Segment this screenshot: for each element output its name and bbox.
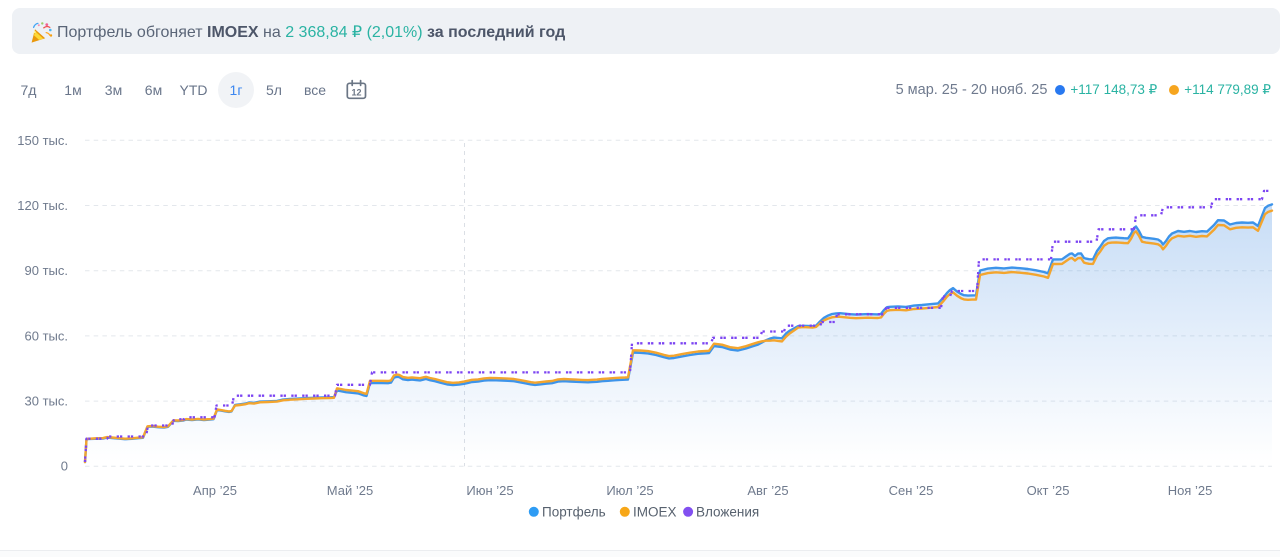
svg-text:150 тыс.: 150 тыс. — [17, 133, 68, 148]
svg-text:Авг ’25: Авг ’25 — [747, 483, 788, 498]
svg-text:60 тыс.: 60 тыс. — [25, 328, 68, 343]
svg-text:0: 0 — [61, 459, 68, 474]
svg-text:Вложения: Вложения — [696, 505, 759, 520]
svg-text:Ноя ’25: Ноя ’25 — [1168, 483, 1213, 498]
svg-text:Июл ’25: Июл ’25 — [606, 483, 653, 498]
svg-text:12: 12 — [351, 87, 361, 97]
svg-text:Портфель: Портфель — [542, 505, 606, 520]
svg-text:Апр ’25: Апр ’25 — [193, 483, 237, 498]
svg-text:30 тыс.: 30 тыс. — [25, 394, 68, 409]
svg-text:120 тыс.: 120 тыс. — [17, 198, 68, 213]
svg-text:Июн ’25: Июн ’25 — [466, 483, 513, 498]
svg-text:Май ’25: Май ’25 — [327, 483, 373, 498]
svg-text:90 тыс.: 90 тыс. — [25, 263, 68, 278]
svg-text:Сен ’25: Сен ’25 — [889, 483, 934, 498]
svg-text:Окт ’25: Окт ’25 — [1027, 483, 1070, 498]
svg-text:IMOEX: IMOEX — [633, 505, 677, 520]
